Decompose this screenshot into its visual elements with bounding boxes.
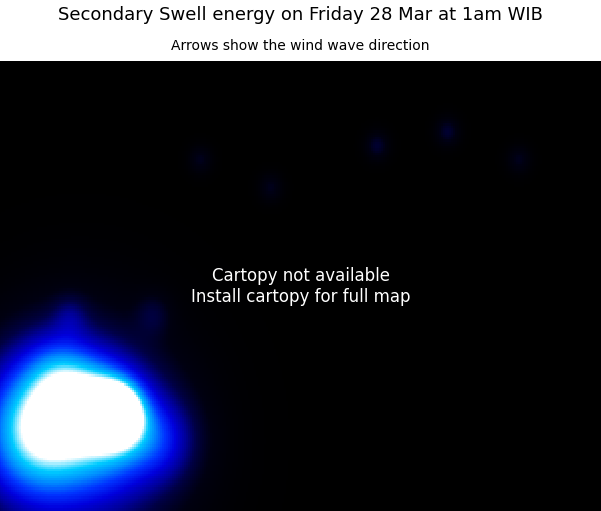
Text: Secondary Swell energy on Friday 28 Mar at 1am WIB: Secondary Swell energy on Friday 28 Mar …: [58, 6, 543, 25]
Text: Cartopy not available
Install cartopy for full map: Cartopy not available Install cartopy fo…: [191, 267, 410, 306]
Text: Arrows show the wind wave direction: Arrows show the wind wave direction: [171, 39, 430, 53]
